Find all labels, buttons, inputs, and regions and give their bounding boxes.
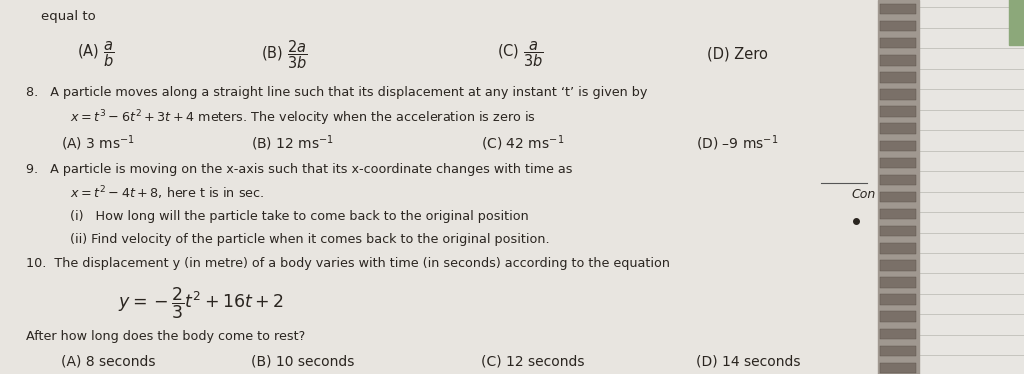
Text: (C) 12 seconds: (C) 12 seconds [481,355,585,369]
Bar [880,294,916,305]
Text: (A) 3 ms$^{-1}$: (A) 3 ms$^{-1}$ [61,133,135,153]
Text: $x = t^3 - 6t^2 + 3t + 4$ meters. The velocity when the acceleration is zero is: $x = t^3 - 6t^2 + 3t + 4$ meters. The ve… [70,108,536,128]
Bar [880,106,916,117]
Text: (C) 42 ms$^{-1}$: (C) 42 ms$^{-1}$ [481,133,564,153]
Bar [880,243,916,254]
Bar [880,123,916,134]
Bar [880,175,916,185]
Text: (C) $\dfrac{a}{3b}$: (C) $\dfrac{a}{3b}$ [497,39,544,69]
Bar [880,363,916,373]
Bar [880,346,916,356]
Bar [880,21,916,31]
Text: (B) $\dfrac{2a}{3b}$: (B) $\dfrac{2a}{3b}$ [261,38,308,71]
Bar [880,89,916,100]
Bar [880,72,916,83]
Bar [880,260,916,271]
Text: (B) 12 ms$^{-1}$: (B) 12 ms$^{-1}$ [251,133,334,153]
Text: 9.   A particle is moving on the x-axis such that its x-coordinate changes with : 9. A particle is moving on the x-axis su… [26,163,572,175]
Bar [880,209,916,220]
Text: (ii) Find velocity of the particle when it comes back to the original position.: (ii) Find velocity of the particle when … [70,233,549,246]
Bar [880,192,916,202]
Bar [880,226,916,236]
Text: After how long does the body come to rest?: After how long does the body come to res… [26,330,305,343]
Bar [880,4,916,14]
Text: 8.   A particle moves along a straight line such that its displacement at any in: 8. A particle moves along a straight lin… [26,86,647,99]
Text: (A) 8 seconds: (A) 8 seconds [61,355,156,369]
Bar [919,0,1024,374]
Bar [880,38,916,48]
Text: $y = -\dfrac{2}{3}t^2 + 16t + 2$: $y = -\dfrac{2}{3}t^2 + 16t + 2$ [118,285,284,321]
Text: (A) $\dfrac{a}{b}$: (A) $\dfrac{a}{b}$ [77,39,114,69]
Bar [1009,0,1024,45]
Text: (D) 14 seconds: (D) 14 seconds [696,355,801,369]
Text: equal to: equal to [41,10,95,23]
Bar [880,55,916,65]
Bar [880,157,916,168]
Bar [880,277,916,288]
Text: (B) 10 seconds: (B) 10 seconds [251,355,354,369]
Bar [880,141,916,151]
Text: Con: Con [852,188,877,201]
Text: 10.  The displacement y (in metre) of a body varies with time (in seconds) accor: 10. The displacement y (in metre) of a b… [26,257,670,270]
Text: (i)   How long will the particle take to come back to the original position: (i) How long will the particle take to c… [70,210,528,223]
Text: (D) –9 ms$^{-1}$: (D) –9 ms$^{-1}$ [696,133,778,153]
Bar [878,0,919,374]
Bar [880,312,916,322]
Text: (D) Zero: (D) Zero [707,47,767,62]
Bar [880,329,916,339]
Text: $x = t^2 - 4t + 8$, here t is in sec.: $x = t^2 - 4t + 8$, here t is in sec. [70,184,264,202]
